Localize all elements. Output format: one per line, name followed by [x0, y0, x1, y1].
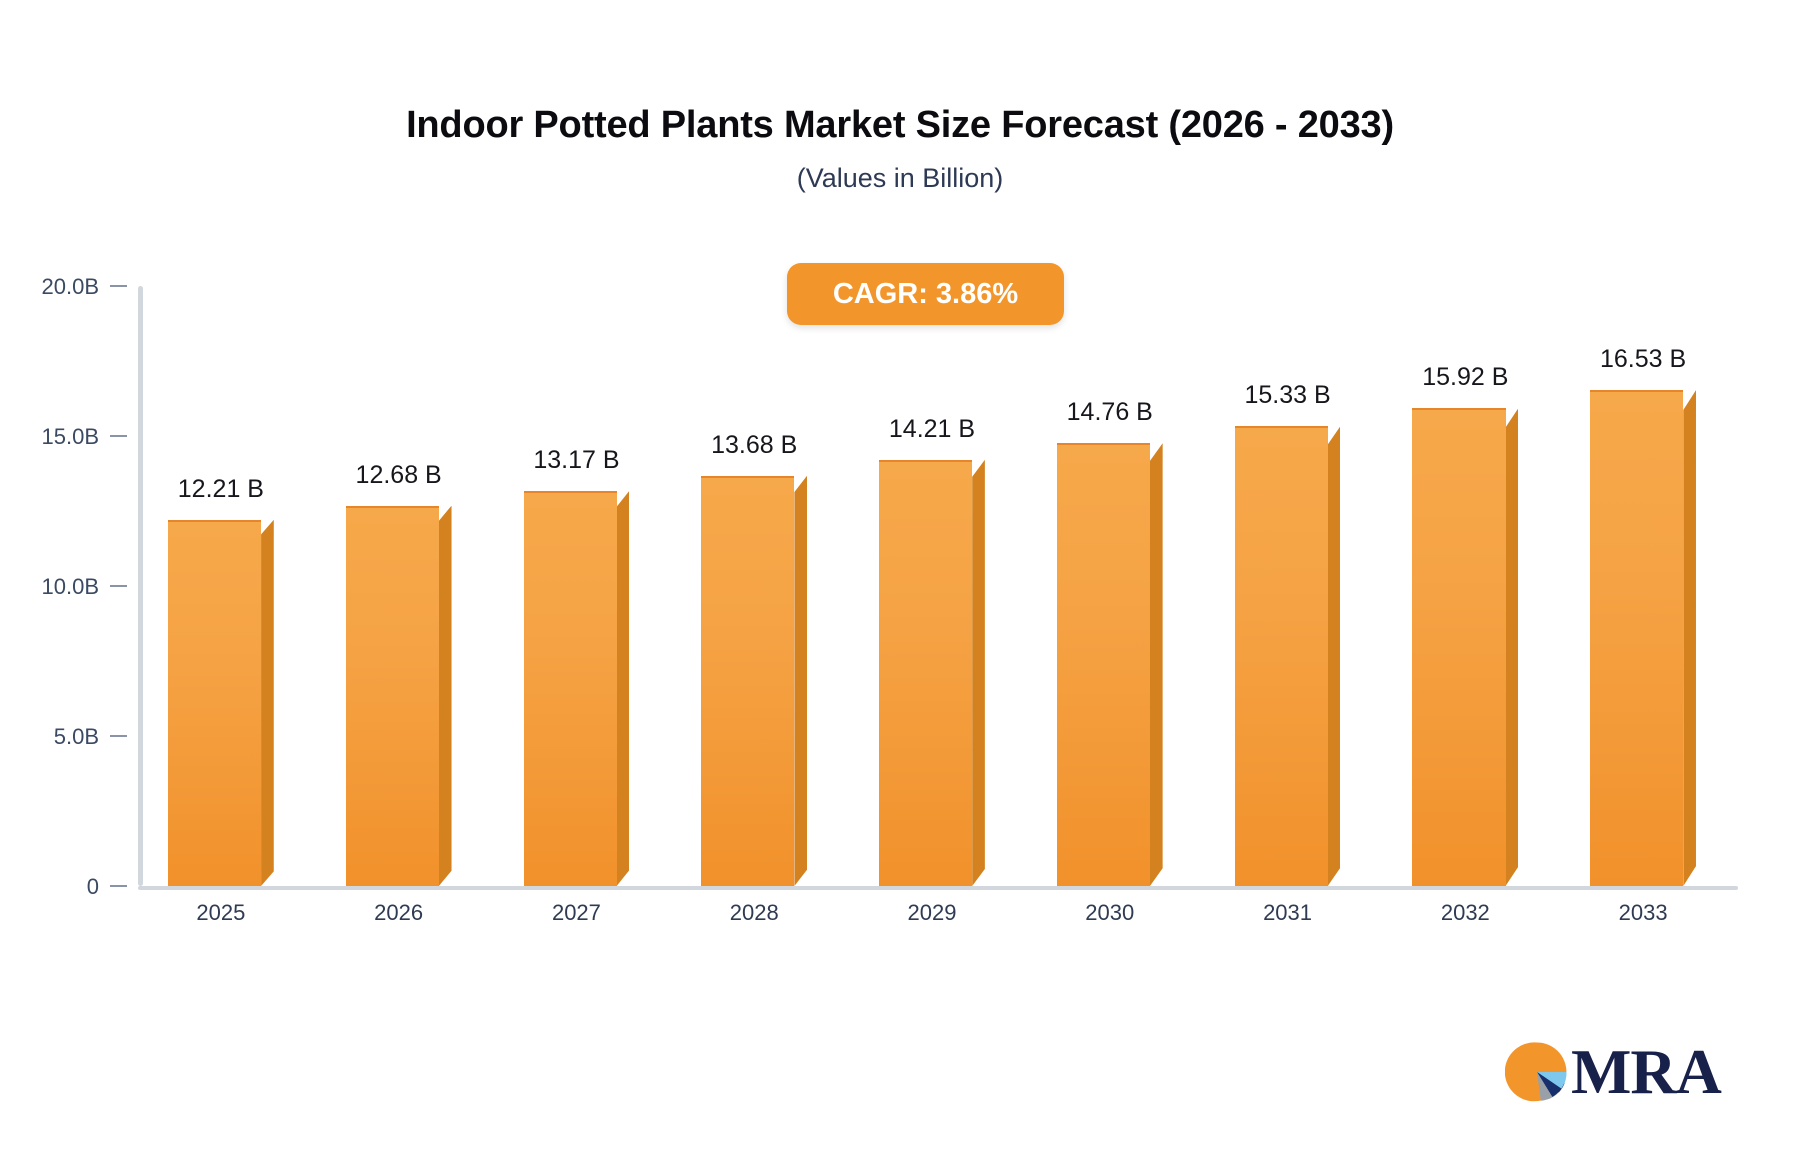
y-tick-mark: [110, 285, 127, 287]
x-tick-label: 2026: [374, 900, 424, 925]
bar-front-face: [1234, 426, 1328, 886]
bar-value-label: 15.33 B: [1244, 381, 1331, 410]
bar[interactable]: [1590, 390, 1696, 886]
x-tick-label: 2033: [1618, 900, 1668, 925]
bar-side-face: [261, 519, 274, 886]
y-tick-mark: [110, 735, 127, 737]
page-title: Indoor Potted Plants Market Size Forecas…: [406, 104, 1394, 146]
bar[interactable]: [701, 475, 808, 886]
bar-value-label: 13.68 B: [711, 430, 798, 459]
x-tick-label: 2025: [196, 900, 246, 925]
bar-side-face: [1149, 443, 1163, 886]
bar[interactable]: [523, 490, 630, 886]
y-tick-label: 5.0B: [53, 724, 99, 749]
x-tick-label: 2029: [907, 900, 957, 925]
bar-group: 12.21 B 2025: [168, 286, 274, 925]
bar[interactable]: [168, 519, 274, 886]
y-tick-label: 15.0B: [41, 424, 100, 449]
y-tick-label: 0: [86, 874, 99, 899]
chart-subtitle: (Values in Billion): [796, 163, 1004, 193]
bar-group: 13.17 B 2027: [523, 286, 630, 925]
bar-group: 14.21 B 2029: [879, 286, 985, 925]
bar-side-face: [1505, 408, 1519, 886]
bar-front-face: [1056, 443, 1150, 886]
bar[interactable]: [879, 459, 985, 886]
bar-group: 14.76 B 2030: [1056, 286, 1163, 925]
bar-side-face: [972, 459, 985, 886]
bar-front-face: [1590, 390, 1684, 886]
bar-value-label: 15.92 B: [1422, 363, 1509, 392]
bar-side-face: [1683, 390, 1696, 886]
x-axis-line: [138, 886, 1738, 890]
cagr-badge: CAGR: 3.86%: [787, 263, 1064, 325]
x-tick-label: 2031: [1263, 900, 1313, 925]
bar-value-label: 16.53 B: [1600, 345, 1687, 374]
bar-group: 16.53 B 2033: [1590, 286, 1696, 925]
bar-side-face: [1327, 426, 1341, 886]
bar-front-face: [1412, 408, 1506, 886]
bar-front-face: [879, 459, 973, 886]
plot-area: 20.0B 15.0B 10.0B 5.0B 0 12.21 B 2025 12.68 B 2…: [42, 276, 1738, 925]
y-tick-label: 10.0B: [41, 574, 100, 599]
bar-front-face: [523, 490, 617, 886]
x-tick-label: 2028: [729, 900, 779, 925]
y-tick-label: 20.0B: [41, 274, 100, 299]
x-tick-label: 2027: [551, 900, 601, 925]
bar-side-face: [616, 490, 630, 886]
bar[interactable]: [1412, 408, 1519, 886]
x-tick-label: 2032: [1440, 900, 1490, 925]
logo-text: MRA: [1571, 1036, 1722, 1107]
pie-chart-icon: [1505, 1042, 1567, 1102]
bar-value-label: 14.21 B: [888, 414, 976, 443]
y-axis-line: [138, 286, 143, 886]
bar[interactable]: [1234, 426, 1341, 886]
x-tick-label: 2030: [1085, 900, 1135, 925]
bar-value-label: 13.17 B: [533, 445, 620, 474]
bar-front-face: [345, 505, 439, 886]
bar-value-label: 12.68 B: [355, 460, 442, 489]
bar-group: 15.33 B 2031: [1234, 286, 1341, 925]
bar[interactable]: [345, 505, 452, 886]
bar-group: 15.92 B 2032: [1412, 286, 1519, 925]
y-tick-mark: [110, 885, 127, 887]
bar[interactable]: [1056, 443, 1163, 886]
bar-value-label: 14.76 B: [1066, 398, 1153, 427]
y-tick-mark: [110, 435, 127, 437]
bar-side-face: [438, 505, 452, 886]
bar-front-face: [701, 475, 795, 886]
bar-group: 12.68 B 2026: [345, 286, 452, 925]
mra-logo: MRA: [1505, 1036, 1722, 1107]
bar-group: 13.68 B 2028: [701, 286, 808, 925]
bar-value-label: 12.21 B: [177, 474, 264, 503]
bar-side-face: [794, 475, 808, 886]
cagr-badge-label: CAGR: 3.86%: [832, 277, 1019, 310]
bar-front-face: [168, 519, 262, 886]
y-tick-mark: [110, 585, 127, 587]
